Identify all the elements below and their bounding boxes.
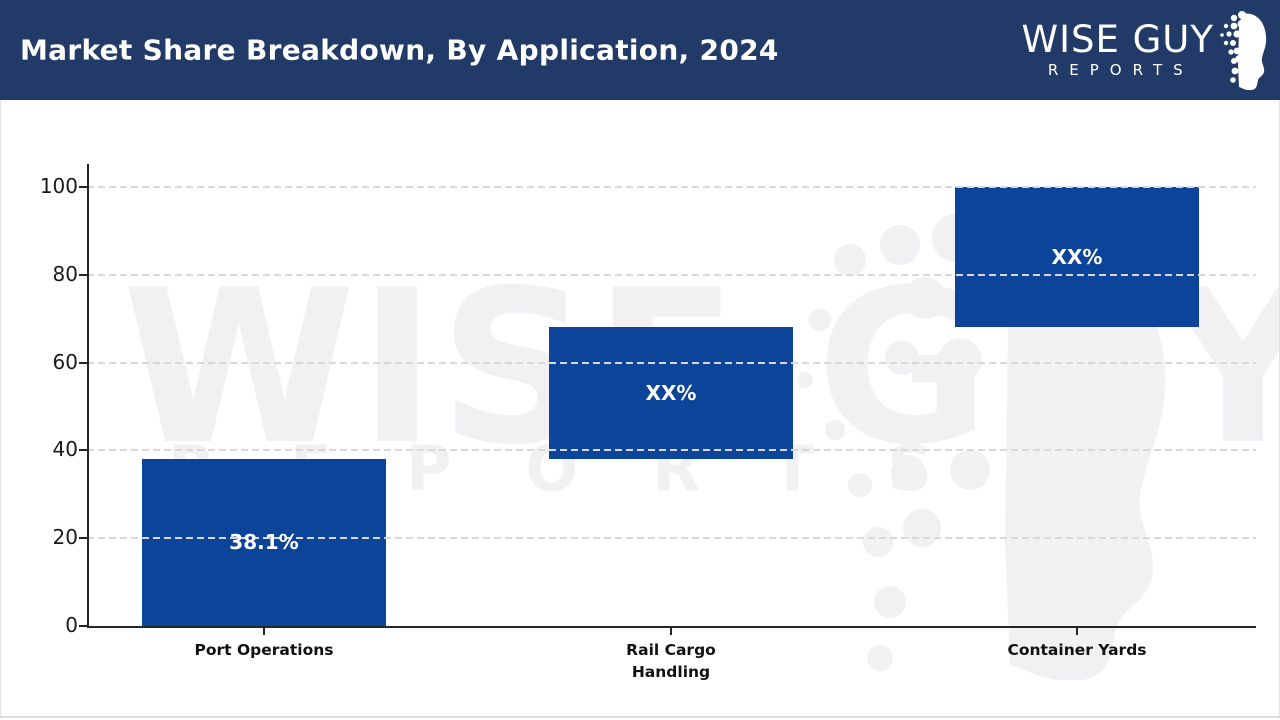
- bar-value-label-3: XX%: [1051, 245, 1103, 270]
- watermark-subtitle: REPORTS: [168, 432, 1007, 505]
- bar-rail-cargo-handling: [549, 327, 793, 459]
- ytick-mark-40: [79, 449, 87, 452]
- brand-logo-text: WISE GUY REPORTS: [1022, 21, 1214, 79]
- ytick-label-80: 80: [52, 261, 78, 286]
- y-axis-line: [87, 164, 89, 628]
- page-title: Market Share Breakdown, By Application, …: [20, 33, 779, 67]
- ytick-mark-0: [79, 625, 87, 627]
- ytick-label-60: 60: [52, 349, 78, 374]
- logo-wordmark: WISE GUY: [1021, 18, 1214, 61]
- watermark-dotted-face: [797, 214, 1166, 680]
- dotted-face-icon: [1220, 11, 1267, 90]
- gridline-40: [87, 449, 1256, 452]
- bottom-divider: [0, 716, 1280, 718]
- xtick-mark-3: [1076, 628, 1078, 635]
- gridline-100: [87, 186, 1256, 188]
- ytick-label-40: 40: [52, 437, 78, 462]
- ytick-mark-80: [79, 273, 87, 276]
- ytick-label-0: 0: [65, 613, 78, 637]
- category-label-1: Port Operations: [194, 641, 334, 659]
- gridline-60: [87, 361, 1256, 364]
- x-axis-line: [87, 626, 1256, 628]
- gridline-80: [87, 273, 1256, 276]
- ytick-mark-60: [79, 361, 87, 364]
- xtick-mark-2: [670, 628, 672, 635]
- bar-value-label-2: XX%: [645, 380, 697, 405]
- ytick-mark-100: [79, 186, 87, 188]
- logo-subtitle: REPORTS: [1047, 61, 1194, 79]
- bar-port-operations: [142, 458, 386, 626]
- category-label-3: Container Yards: [1007, 641, 1147, 659]
- bar-value-label-1: 38.1%: [229, 530, 299, 555]
- ytick-mark-20: [79, 537, 87, 540]
- category-label-2: Rail Cargo Handling: [626, 641, 716, 681]
- ytick-label-100: 100: [39, 174, 78, 198]
- xtick-mark-1: [263, 628, 265, 635]
- brand-logo: WISE GUY REPORTS: [1022, 10, 1268, 90]
- ytick-label-20: 20: [52, 525, 78, 550]
- watermark-wordmark: WISE GUY: [122, 244, 1280, 491]
- bar-container-yards: [955, 187, 1199, 328]
- gridline-20: [87, 537, 1256, 540]
- left-edge-divider: [0, 100, 1, 717]
- header-band: Market Share Breakdown, By Application, …: [0, 0, 1280, 100]
